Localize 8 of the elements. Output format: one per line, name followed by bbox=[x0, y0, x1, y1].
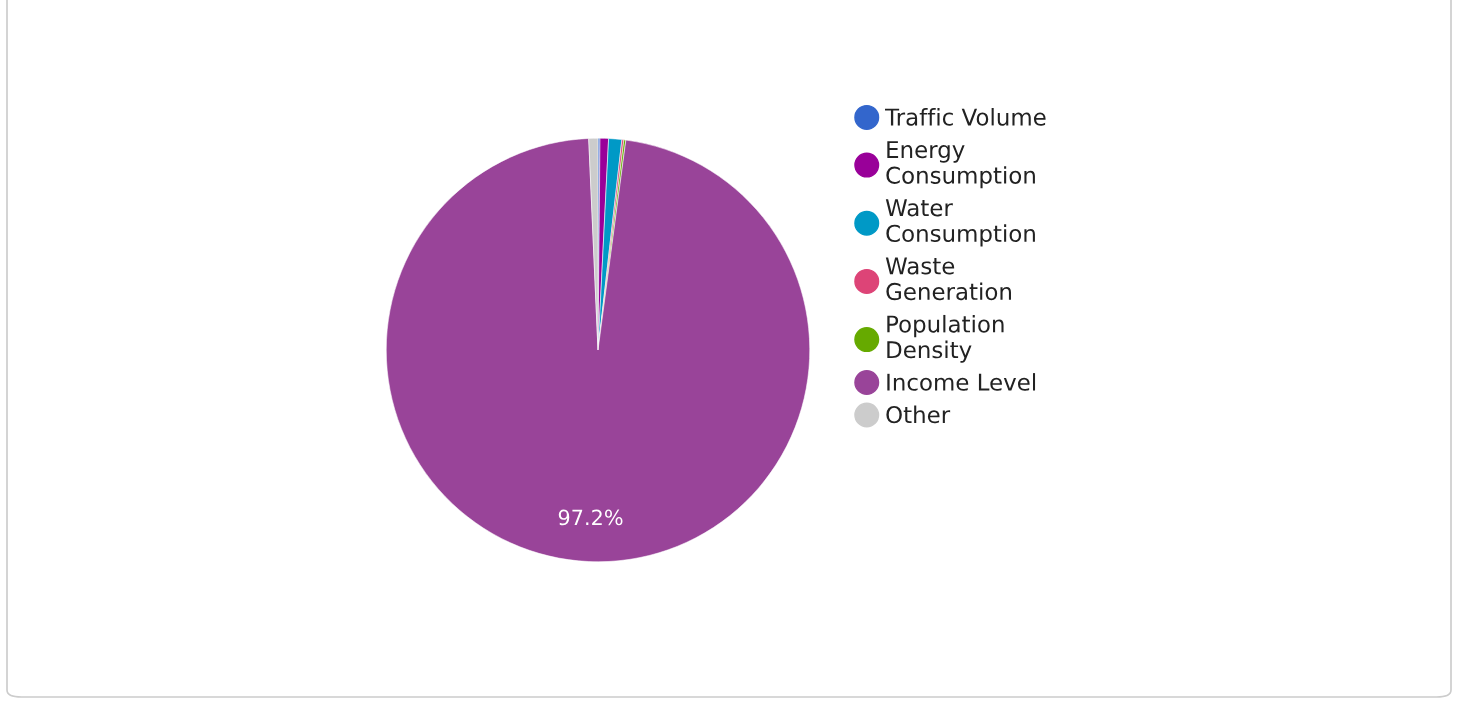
legend-label: Water Consumption bbox=[885, 199, 1035, 247]
legend-label: Energy Consumption bbox=[886, 141, 1035, 189]
data-label: 97.2% bbox=[558, 509, 623, 526]
legend-label: Waste Generation bbox=[885, 257, 1011, 301]
legend-label: Income Level bbox=[887, 373, 1036, 391]
legend-label: Other bbox=[886, 405, 951, 424]
legend-label: Traffic Volume bbox=[885, 108, 1046, 126]
legend-label: Population Density bbox=[887, 314, 1004, 363]
